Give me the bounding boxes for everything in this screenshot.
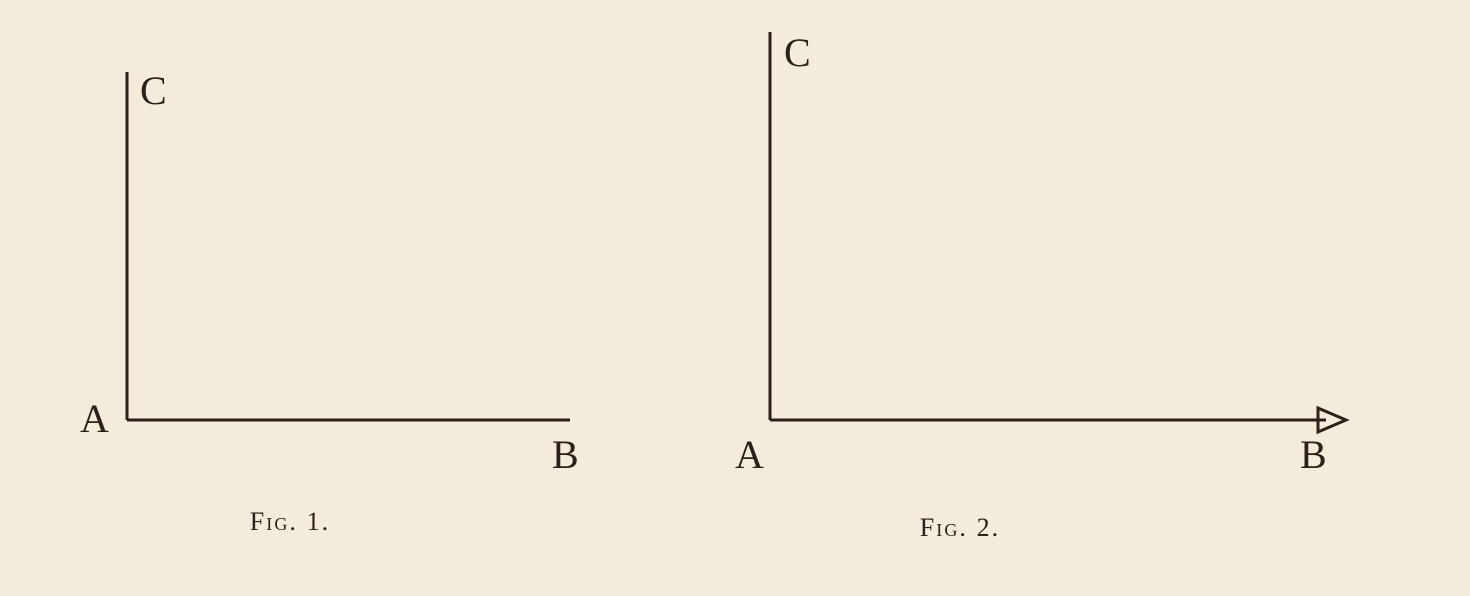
- fig2-label-b: B: [1300, 432, 1327, 477]
- fig2-label-a: A: [735, 432, 764, 477]
- fig1-caption: Fig. 1.: [250, 507, 331, 536]
- background: [0, 0, 1470, 596]
- fig2-label-c: C: [784, 30, 811, 75]
- fig2-caption: Fig. 2.: [920, 513, 1001, 542]
- fig1-label-a: A: [80, 396, 109, 441]
- fig1-label-b: B: [552, 432, 579, 477]
- fig1-label-c: C: [140, 68, 167, 113]
